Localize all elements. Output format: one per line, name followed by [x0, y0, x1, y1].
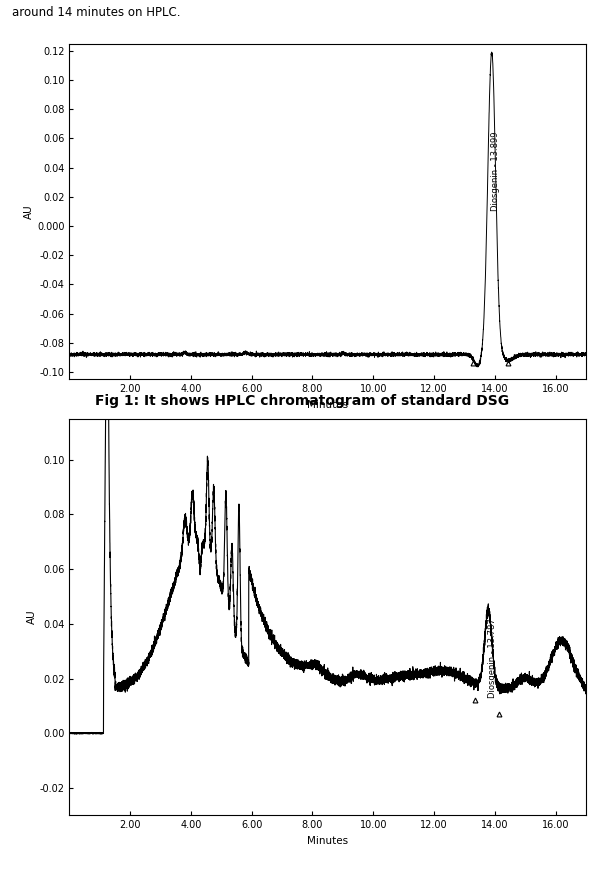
Text: around 14 minutes on HPLC.: around 14 minutes on HPLC.: [12, 6, 181, 19]
Text: Fig 1: It shows HPLC chromatogram of standard DSG: Fig 1: It shows HPLC chromatogram of sta…: [95, 394, 509, 408]
X-axis label: Minutes: Minutes: [307, 835, 349, 846]
X-axis label: Minutes: Minutes: [307, 399, 349, 410]
Text: Diosgenin - 13.787: Diosgenin - 13.787: [488, 618, 497, 698]
Text: Diosgenin - 13.899: Diosgenin - 13.899: [491, 132, 500, 212]
Y-axis label: AU: AU: [27, 610, 37, 624]
Y-axis label: AU: AU: [24, 204, 34, 219]
